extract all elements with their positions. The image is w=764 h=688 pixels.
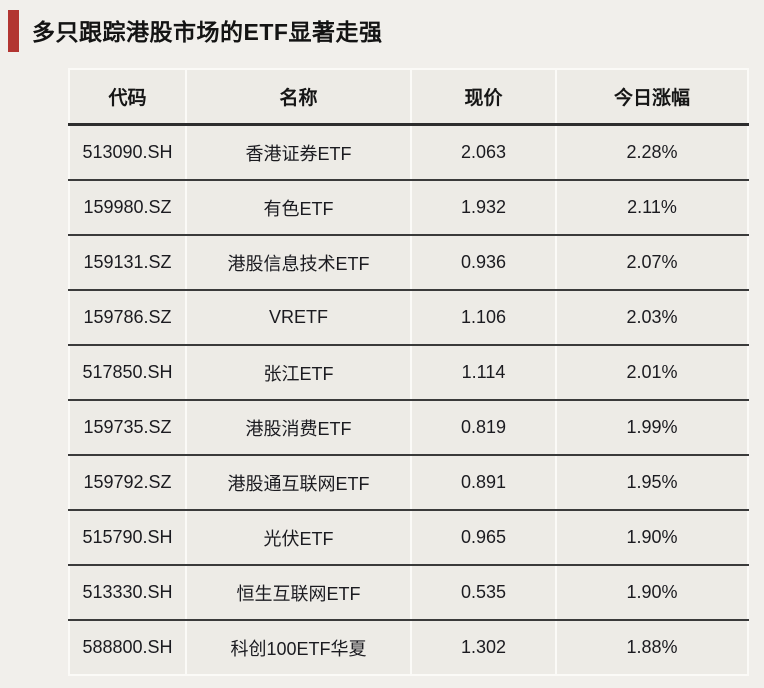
cell-name: 港股通互联网ETF (185, 455, 412, 511)
cell-name: 恒生互联网ETF (185, 565, 412, 621)
cell-price: 0.965 (410, 510, 557, 566)
cell-code: 513330.SH (68, 565, 187, 621)
column-header-price: 现价 (410, 69, 557, 126)
cell-price: 1.114 (410, 345, 557, 401)
cell-change: 1.88% (555, 620, 749, 675)
cell-code: 159735.SZ (68, 400, 187, 456)
cell-change: 2.28% (555, 124, 749, 181)
cell-code: 515790.SH (68, 510, 187, 566)
cell-price: 1.932 (410, 180, 557, 236)
cell-price: 0.819 (410, 400, 557, 456)
cell-name: 港股信息技术ETF (185, 235, 412, 291)
etf-table: 代码 名称 现价 今日涨幅 513090.SH 香港证券ETF 2.063 2.… (68, 68, 749, 676)
table-header-row: 代码 名称 现价 今日涨幅 (68, 69, 749, 126)
cell-name: VRETF (185, 290, 412, 346)
cell-code: 588800.SH (68, 620, 187, 675)
cell-name: 香港证券ETF (185, 124, 412, 181)
column-header-name: 名称 (185, 69, 412, 126)
cell-change: 1.95% (555, 455, 749, 511)
table-row: 159735.SZ 港股消费ETF 0.819 1.99% (68, 400, 749, 456)
cell-code: 517850.SH (68, 345, 187, 401)
cell-name: 光伏ETF (185, 510, 412, 566)
table-row: 513330.SH 恒生互联网ETF 0.535 1.90% (68, 565, 749, 621)
cell-change: 1.90% (555, 565, 749, 621)
table-row: 517850.SH 张江ETF 1.114 2.01% (68, 345, 749, 401)
cell-price: 1.106 (410, 290, 557, 346)
cell-code: 159131.SZ (68, 235, 187, 291)
column-header-change: 今日涨幅 (555, 69, 749, 126)
page-title: 多只跟踪港股市场的ETF显著走强 (32, 18, 383, 45)
cell-name: 港股消费ETF (185, 400, 412, 456)
table-row: 159131.SZ 港股信息技术ETF 0.936 2.07% (68, 235, 749, 291)
column-header-code: 代码 (68, 69, 187, 126)
cell-code: 159786.SZ (68, 290, 187, 346)
cell-price: 0.936 (410, 235, 557, 291)
title-accent-bar (8, 10, 19, 52)
cell-change: 1.90% (555, 510, 749, 566)
cell-change: 2.11% (555, 180, 749, 236)
cell-change: 2.01% (555, 345, 749, 401)
cell-change: 2.07% (555, 235, 749, 291)
cell-price: 0.535 (410, 565, 557, 621)
cell-name: 科创100ETF华夏 (185, 620, 412, 675)
table-row: 515790.SH 光伏ETF 0.965 1.90% (68, 510, 749, 566)
cell-price: 2.063 (410, 124, 557, 181)
table-row: 159786.SZ VRETF 1.106 2.03% (68, 290, 749, 346)
cell-code: 159980.SZ (68, 180, 187, 236)
cell-change: 2.03% (555, 290, 749, 346)
table-row: 588800.SH 科创100ETF华夏 1.302 1.88% (68, 620, 749, 675)
cell-name: 有色ETF (185, 180, 412, 236)
cell-price: 0.891 (410, 455, 557, 511)
table-row: 159980.SZ 有色ETF 1.932 2.11% (68, 180, 749, 236)
title-section: 多只跟踪港股市场的ETF显著走强 (0, 0, 764, 52)
cell-name: 张江ETF (185, 345, 412, 401)
table-row: 159792.SZ 港股通互联网ETF 0.891 1.95% (68, 455, 749, 511)
cell-price: 1.302 (410, 620, 557, 675)
cell-code: 513090.SH (68, 124, 187, 181)
cell-code: 159792.SZ (68, 455, 187, 511)
cell-change: 1.99% (555, 400, 749, 456)
table-row: 513090.SH 香港证券ETF 2.063 2.28% (68, 124, 749, 181)
